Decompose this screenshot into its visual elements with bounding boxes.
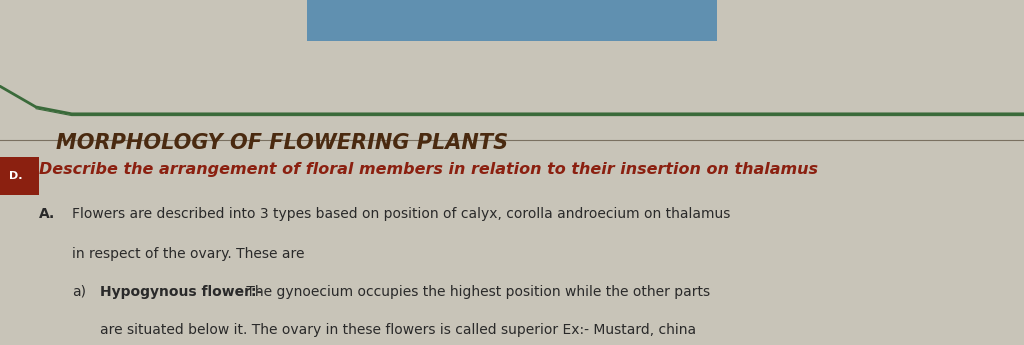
FancyBboxPatch shape [307, 0, 717, 41]
Text: are situated below it. The ovary in these flowers is called superior Ex:- Mustar: are situated below it. The ovary in thes… [100, 323, 696, 337]
Text: A.: A. [39, 207, 55, 221]
Text: The gynoecium occupies the highest position while the other parts: The gynoecium occupies the highest posit… [242, 285, 710, 299]
Text: Flowers are described into 3 types based on position of calyx, corolla androeciu: Flowers are described into 3 types based… [72, 207, 730, 221]
Text: MORPHOLOGY OF FLOWERING PLANTS: MORPHOLOGY OF FLOWERING PLANTS [56, 133, 509, 153]
FancyBboxPatch shape [0, 157, 39, 195]
Text: in respect of the ovary. These are: in respect of the ovary. These are [72, 247, 304, 261]
Text: Describe the arrangement of floral members in relation to their insertion on tha: Describe the arrangement of floral membe… [39, 162, 818, 177]
Text: D.: D. [9, 171, 23, 181]
Text: a): a) [72, 285, 86, 299]
Text: Hypogynous flower:-: Hypogynous flower:- [100, 285, 262, 299]
